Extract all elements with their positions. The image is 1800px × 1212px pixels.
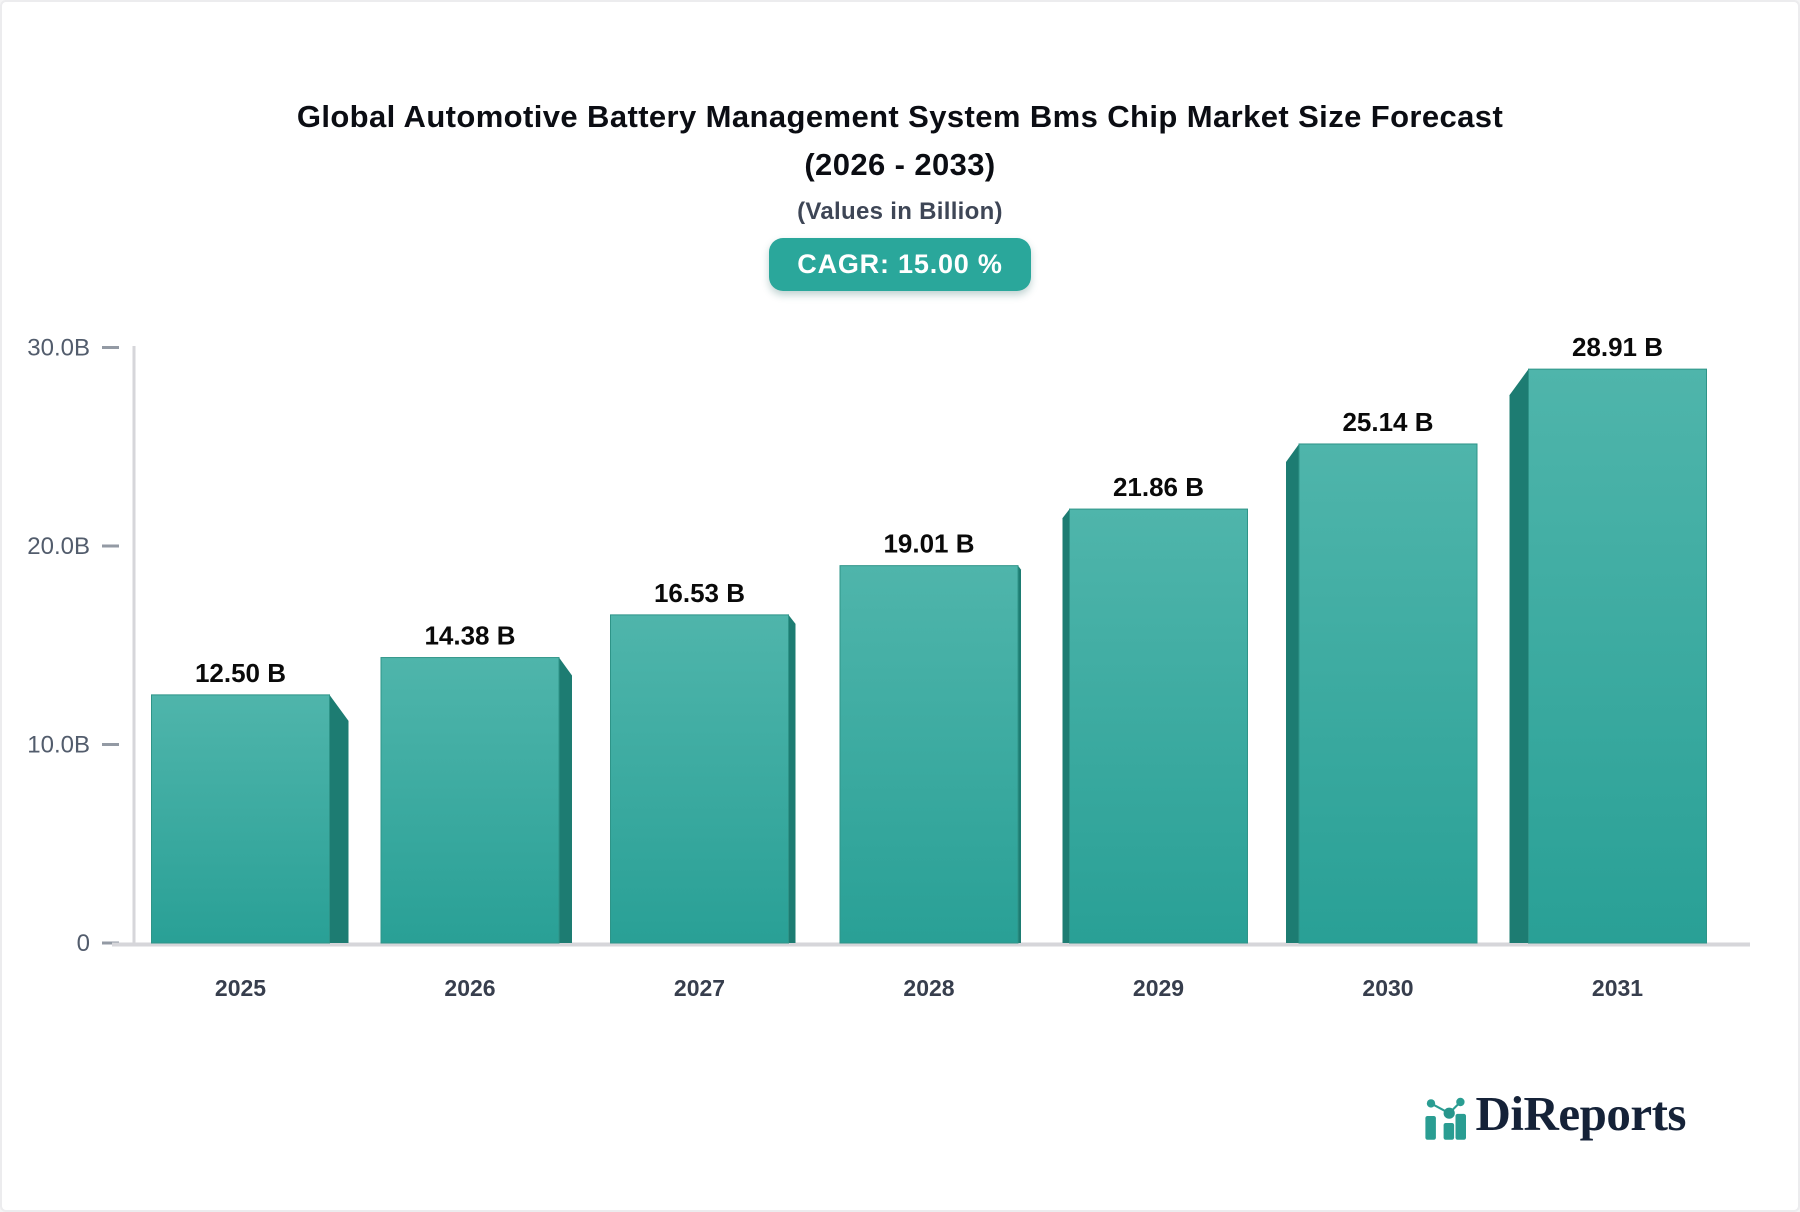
direports-logo-icon bbox=[1425, 1097, 1467, 1140]
bar-2027[interactable] bbox=[610, 614, 789, 944]
x-axis-label: 2026 bbox=[444, 975, 495, 1001]
bar-value-label: 12.50 B bbox=[195, 658, 286, 688]
direports-logo-text: DiReports bbox=[1475, 1086, 1686, 1141]
bar-side-2027 bbox=[788, 614, 796, 943]
y-tick-label: 30.0B bbox=[27, 335, 90, 362]
y-tick-label: 10.0B bbox=[27, 732, 90, 759]
bar-2030[interactable] bbox=[1298, 443, 1478, 944]
chart-subtitle: (Values in Billion) bbox=[797, 198, 1003, 225]
bar-side-2026 bbox=[559, 657, 572, 943]
bar-value-label: 19.01 B bbox=[883, 529, 974, 559]
y-tick-label: 0 bbox=[77, 930, 90, 957]
chart-title-line1: Global Automotive Battery Management Sys… bbox=[296, 99, 1504, 134]
bar-2026[interactable] bbox=[380, 657, 560, 944]
cagr-badge: CAGR: 15.00 % bbox=[769, 238, 1031, 291]
bar-2025[interactable] bbox=[151, 694, 330, 944]
bar-value-label: 25.14 B bbox=[1342, 407, 1433, 437]
x-axis-label: 2031 bbox=[1592, 975, 1643, 1001]
bar-2029[interactable] bbox=[1069, 508, 1248, 944]
bar-side-2029 bbox=[1062, 509, 1070, 943]
direports-logo: DiReports bbox=[1424, 1088, 1686, 1140]
chart-header: Global Automotive Battery Management Sys… bbox=[2, 94, 1798, 291]
bar-value-label: 14.38 B bbox=[424, 621, 515, 651]
chart-title-line2: (2026 - 2033) bbox=[804, 147, 996, 182]
bar-value-label: 21.86 B bbox=[1113, 472, 1204, 502]
y-tick-label: 20.0B bbox=[27, 533, 90, 560]
bar-2031[interactable] bbox=[1528, 368, 1707, 944]
x-axis-label: 2029 bbox=[1133, 975, 1184, 1001]
bar-2028[interactable] bbox=[839, 565, 1019, 944]
x-axis-label: 2027 bbox=[674, 975, 725, 1001]
bar-side-2025 bbox=[329, 694, 349, 943]
x-axis-label: 2025 bbox=[215, 975, 266, 1001]
bar-value-label: 16.53 B bbox=[654, 578, 745, 608]
bar-side-2031 bbox=[1509, 369, 1529, 944]
x-axis-label: 2028 bbox=[903, 975, 954, 1001]
bar-value-label: 28.91 B bbox=[1572, 332, 1663, 362]
bar-side-2028 bbox=[1018, 565, 1021, 943]
bar-side-2030 bbox=[1286, 443, 1299, 943]
x-axis-label: 2030 bbox=[1362, 975, 1413, 1001]
